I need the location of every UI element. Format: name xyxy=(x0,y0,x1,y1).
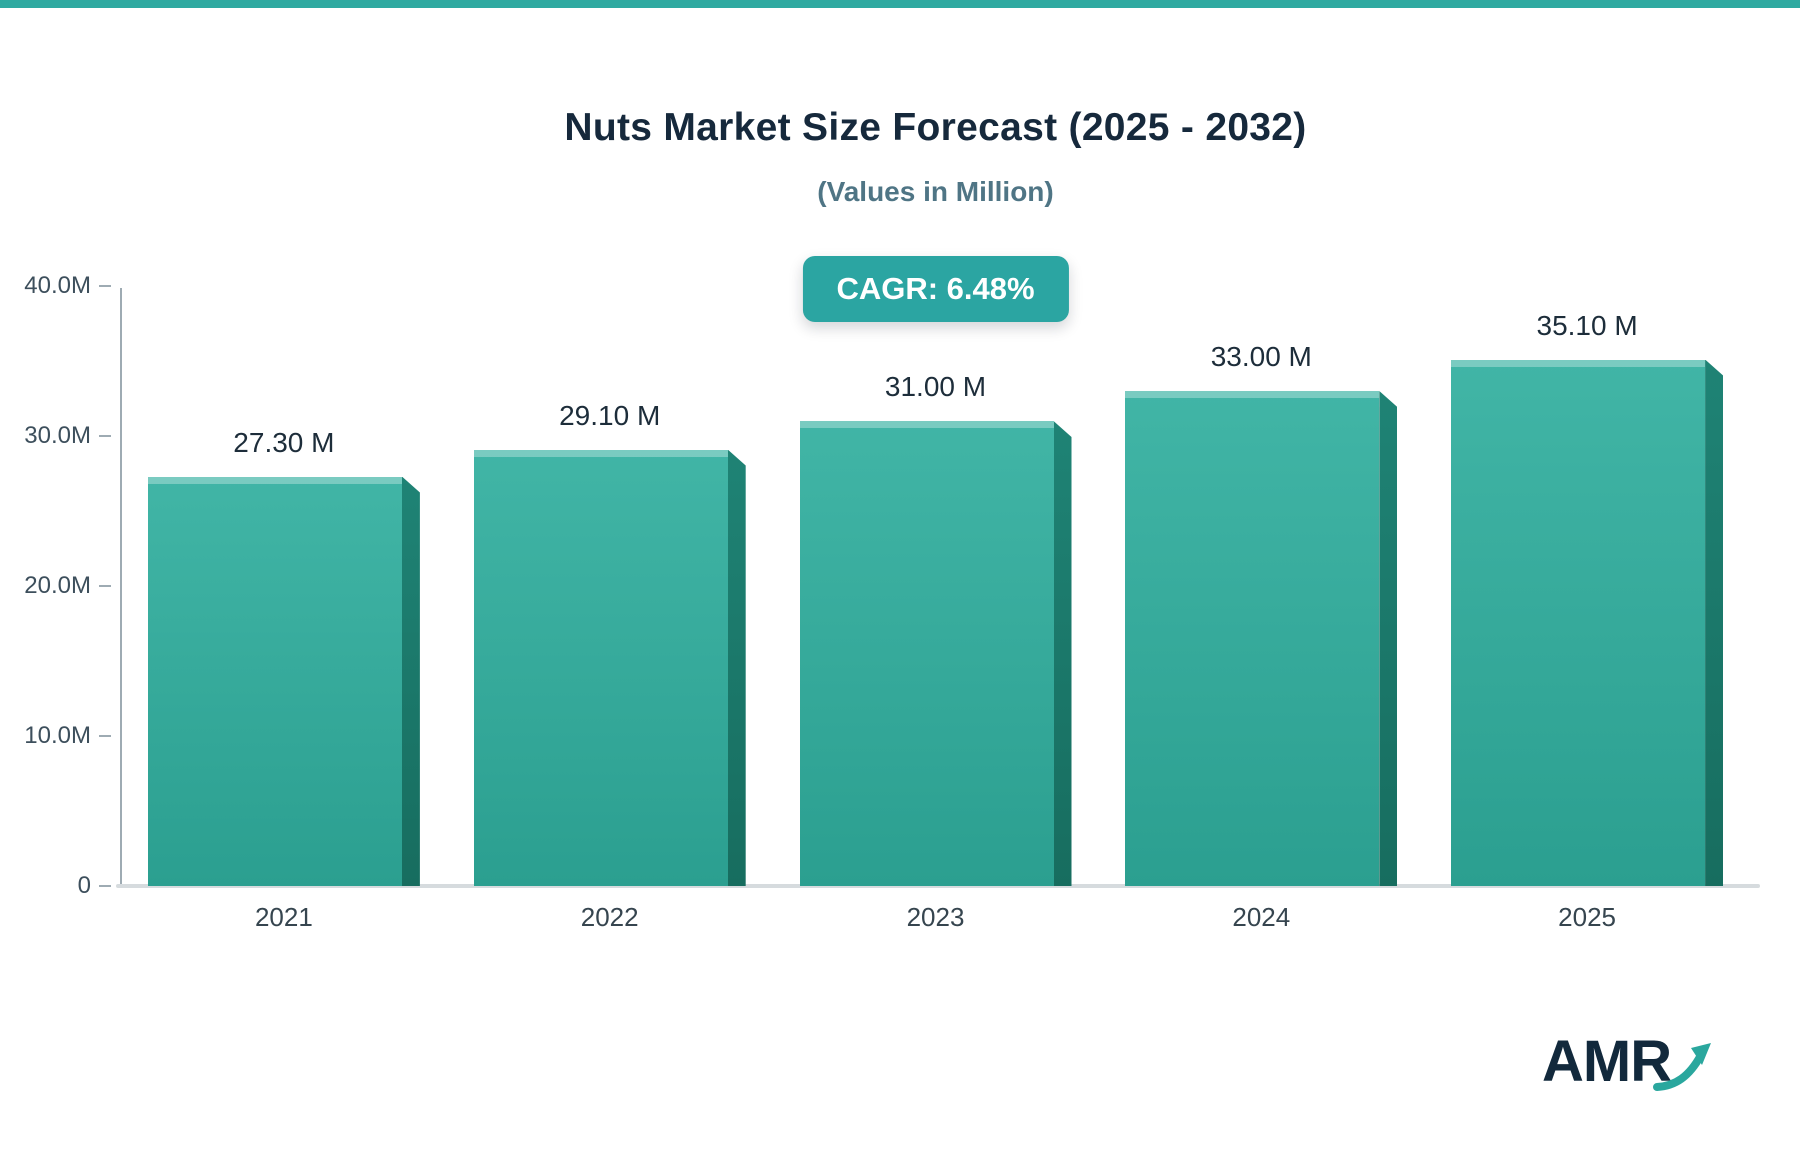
bar-face xyxy=(1451,359,1706,886)
y-axis-tick-mark xyxy=(99,285,111,287)
y-axis-tick-label: 40.0M xyxy=(24,272,91,299)
bar-side-face xyxy=(1053,421,1072,886)
y-axis-tick-mark xyxy=(99,585,111,587)
y-axis-tick-mark xyxy=(99,885,111,887)
x-axis-label-2024: 2024 xyxy=(1232,902,1291,932)
y-axis-tick-label: 30.0M xyxy=(24,422,91,449)
top-accent-bar xyxy=(0,0,1800,8)
bar-face xyxy=(799,421,1054,886)
bar-face xyxy=(1125,391,1380,886)
chart-subtitle: (Values in Million) xyxy=(817,176,1054,207)
y-axis-tick-label: 0 xyxy=(77,872,91,899)
y-axis-tick-label: 20.0M xyxy=(24,572,91,599)
x-axis-line xyxy=(116,884,1760,888)
bar-value-label: 31.00 M xyxy=(884,371,987,402)
y-axis-tick-mark xyxy=(99,735,111,737)
y-axis-tick-mark xyxy=(99,435,111,437)
chart-title: Nuts Market Size Forecast (2025 - 2032) xyxy=(564,106,1307,149)
y-axis: 40.0M 30.0M 20.0M 10.0M 0 xyxy=(0,272,121,899)
bar-2021: 27.30 M xyxy=(147,286,420,886)
cagr-badge: CAGR: 6.48% xyxy=(802,256,1069,322)
bar-value-label: 33.00 M xyxy=(1210,341,1312,372)
x-axis-label-2022: 2022 xyxy=(580,902,639,932)
bar-2023: 31.00 M xyxy=(799,286,1072,886)
bar-side-face xyxy=(401,476,420,886)
bar-value-label: 27.30 M xyxy=(233,426,335,458)
x-axis-labels: 2021 2022 2023 2024 2025 xyxy=(121,902,1750,942)
bar-2022: 29.10 M xyxy=(473,286,746,886)
bar-value-label: 29.10 M xyxy=(559,399,661,431)
x-axis-label-2021: 2021 xyxy=(254,902,313,932)
bar-side-face xyxy=(1705,359,1724,886)
plot-area: 27.30 M 29.10 M 31.00 M 33.00 M 35.10 M xyxy=(121,286,1750,886)
x-axis-label-2023: 2023 xyxy=(906,902,965,932)
bar-2024: 33.00 M xyxy=(1125,286,1398,886)
growth-arrow-icon xyxy=(1653,1042,1712,1091)
bar-face xyxy=(147,476,402,886)
bar-value-label: 35.10 M xyxy=(1536,309,1638,341)
bar-face xyxy=(473,449,728,886)
chart: Nuts Market Size Forecast (2025 - 2032) … xyxy=(121,0,1750,1156)
x-axis-label-2025: 2025 xyxy=(1558,902,1617,932)
bar-side-face xyxy=(727,449,746,886)
bar-2025: 35.10 M xyxy=(1451,286,1724,886)
amr-logo-text: AMR xyxy=(1542,1029,1672,1094)
y-axis-line xyxy=(120,288,122,886)
bar-side-face xyxy=(1379,391,1398,886)
amr-logo: AMR xyxy=(1542,1028,1719,1095)
y-axis-tick-label: 10.0M xyxy=(24,722,91,749)
